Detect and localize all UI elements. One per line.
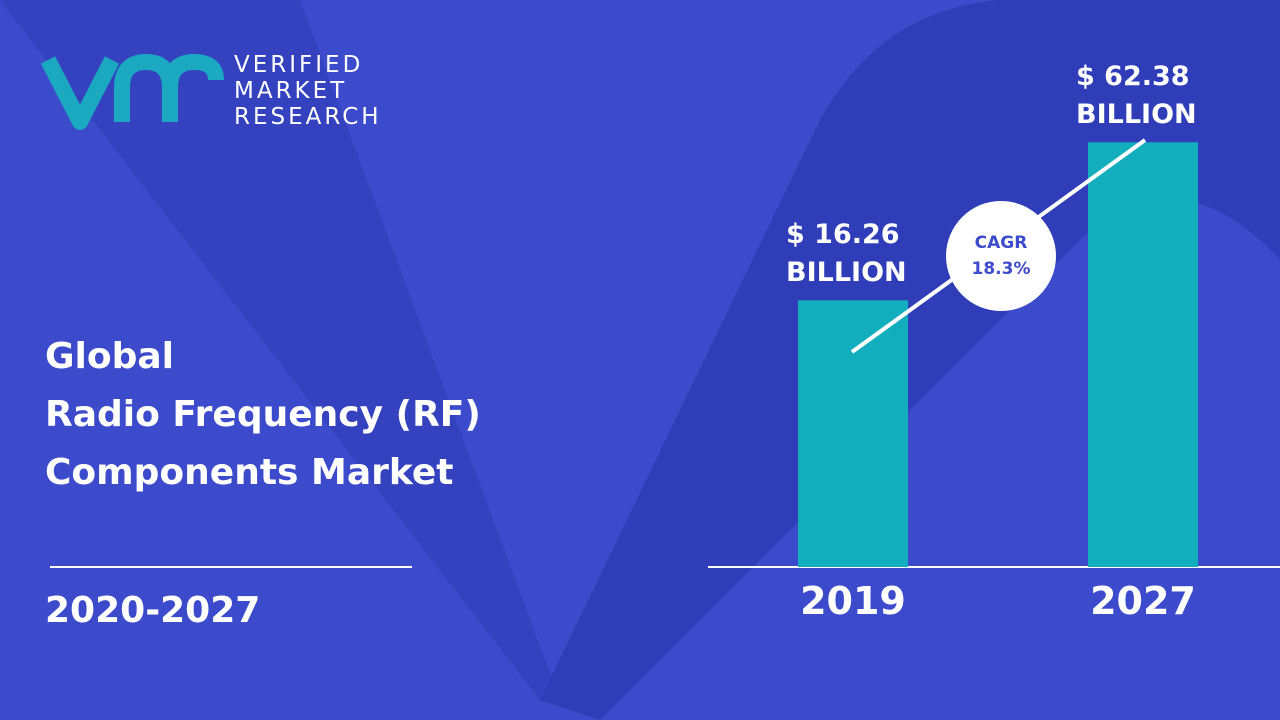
value-label: $ 16.26 BILLION: [786, 219, 907, 289]
title-line: Global: [45, 336, 174, 377]
title-line: Radio Frequency (RF): [45, 394, 481, 435]
x-tick-label: 2027: [1090, 579, 1196, 623]
logo-text: MARKET: [234, 78, 347, 104]
x-tick-label: 2019: [800, 579, 906, 623]
cagr-value: 18.3%: [972, 259, 1031, 279]
logo-text: VERIFIED: [234, 52, 363, 78]
bar: [1088, 142, 1198, 567]
logo-text: RESEARCH: [234, 104, 382, 130]
cagr-label: CAGR: [975, 233, 1028, 253]
value-label: $ 62.38 BILLION: [1076, 61, 1197, 131]
logo-mark: [114, 53, 224, 122]
cagr-badge: [946, 201, 1056, 311]
bar: [798, 300, 908, 567]
background-shape: [0, 0, 560, 700]
title-line: Components Market: [45, 452, 453, 493]
logo-mark: [40, 56, 120, 130]
period: 2020-2027: [45, 590, 260, 631]
